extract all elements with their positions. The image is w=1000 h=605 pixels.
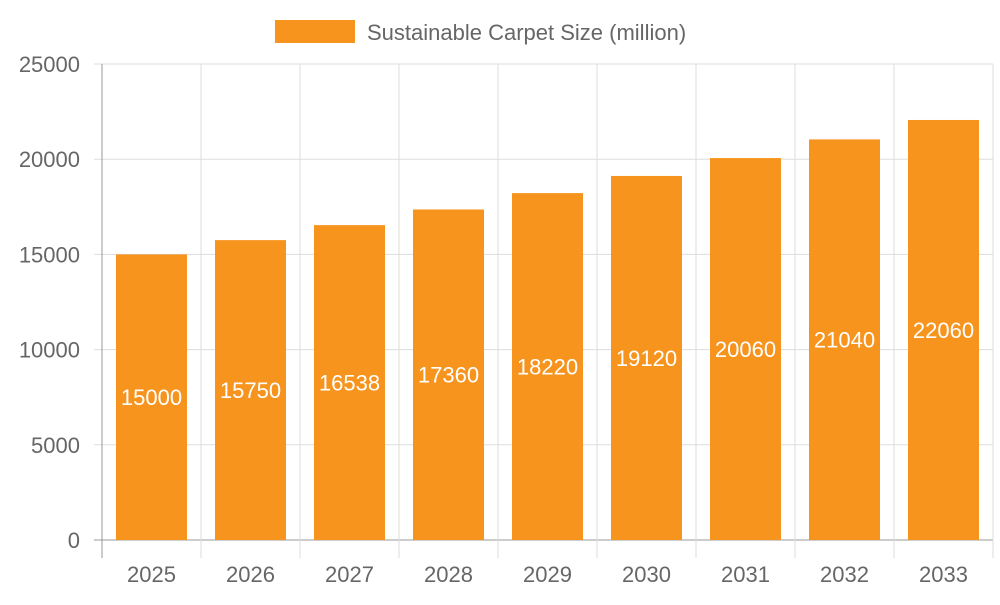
legend[interactable]: Sustainable Carpet Size (million)	[275, 20, 686, 45]
bar-2025	[116, 254, 187, 540]
x-tick-label: 2028	[424, 562, 473, 587]
data-label: 16538	[319, 371, 380, 396]
bar-2030	[611, 175, 682, 540]
bar-2033	[908, 119, 979, 540]
x-tick-label: 2031	[721, 562, 770, 587]
data-label: 19120	[616, 346, 677, 371]
data-label: 21040	[814, 328, 875, 353]
y-tick-label: 0	[68, 528, 80, 553]
data-label: 15000	[121, 385, 182, 410]
bar-2027	[314, 225, 385, 540]
labels: 15000 15750 16538 17360 18220 19120 20060 21040…	[121, 318, 974, 410]
bar-2028	[413, 209, 484, 540]
grid	[94, 63, 994, 558]
bars	[116, 119, 979, 541]
x-tick-label: 2033	[919, 562, 968, 587]
x-tick-label: 2032	[820, 562, 869, 587]
x-tick-label: 2025	[127, 562, 176, 587]
bar-2029	[512, 193, 583, 541]
axes: 0 5000 10000 15000 20000 25000 2025 2026 2027 202…	[19, 52, 968, 587]
bar-2031	[710, 158, 781, 540]
y-tick-label: 25000	[19, 52, 80, 77]
x-tick-label: 2029	[523, 562, 572, 587]
y-tick-label: 20000	[19, 147, 80, 172]
data-label: 15750	[220, 378, 281, 403]
y-tick-label: 5000	[31, 433, 80, 458]
x-tick-label: 2027	[325, 562, 374, 587]
bar-2026	[215, 240, 286, 540]
data-label: 20060	[715, 337, 776, 362]
legend-swatch	[275, 20, 355, 43]
x-tick-label: 2030	[622, 562, 671, 587]
data-label: 22060	[913, 318, 974, 343]
y-tick-label: 10000	[19, 338, 80, 363]
bar-2032	[809, 139, 880, 540]
data-label: 18220	[517, 355, 578, 380]
y-tick-label: 15000	[19, 242, 80, 267]
x-tick-label: 2026	[226, 562, 275, 587]
data-label: 17360	[418, 363, 479, 388]
legend-label: Sustainable Carpet Size (million)	[367, 20, 686, 45]
